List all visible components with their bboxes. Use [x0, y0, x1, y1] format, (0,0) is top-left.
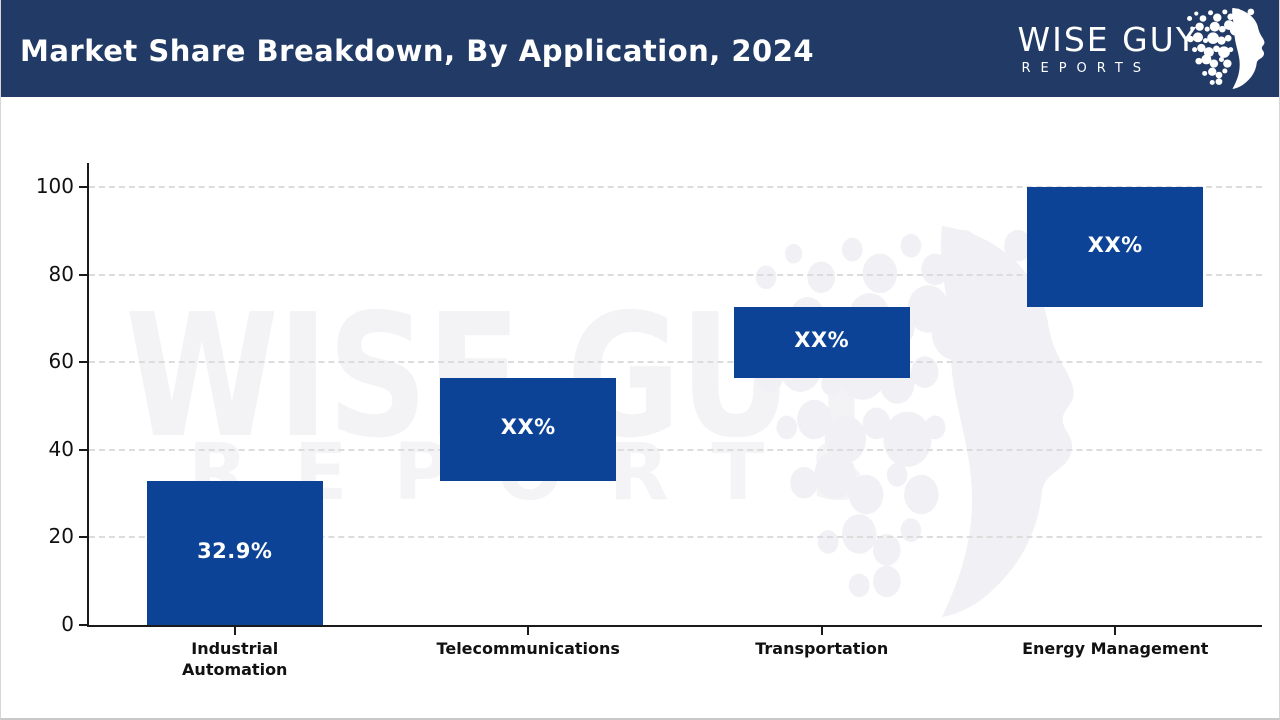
bar-value-label: XX% [500, 415, 556, 440]
x-category-label-1: Industrial Automation [182, 639, 288, 679]
y-tick-label-20: 20 [48, 524, 74, 549]
y-tick-label-60: 60 [48, 349, 74, 374]
brand-logo: WISE GUY REPORTS [1017, 6, 1266, 92]
x-tick-mark-3 [820, 627, 823, 635]
bar-1: 32.9% [146, 480, 323, 625]
logo-text-wiseguy: WISE GUY [1017, 20, 1198, 59]
y-tick-mark-100 [79, 186, 87, 188]
x-category-label-4: Energy Management [1022, 639, 1209, 658]
y-tick-label-0: 0 [61, 612, 74, 636]
header-bar: Market Share Breakdown, By Application, … [0, 0, 1280, 97]
bar-value-label: XX% [1087, 233, 1143, 258]
bar-value-label: XX% [794, 328, 850, 353]
page-title: Market Share Breakdown, By Application, … [20, 34, 815, 68]
y-tick-label-40: 40 [48, 436, 74, 461]
logo-wordmark: WISE GUY REPORTS [1017, 20, 1198, 77]
gridline-y-100 [89, 186, 1262, 188]
y-tick-mark-60 [79, 361, 87, 364]
y-tick-mark-80 [79, 273, 87, 276]
y-axis-line [87, 163, 89, 627]
y-tick-label-100: 100 [35, 174, 74, 198]
logo-dotted-face-icon [1187, 7, 1265, 89]
x-tick-mark-2 [527, 627, 530, 635]
y-tick-mark-20 [79, 536, 87, 539]
y-tick-mark-0 [79, 624, 87, 626]
x-category-label-2: Telecommunications [436, 639, 620, 658]
bar-2: XX% [440, 377, 617, 481]
y-tick-mark-40 [79, 448, 87, 451]
bar-3: XX% [733, 307, 910, 378]
x-tick-mark-4 [1114, 627, 1117, 635]
bar-value-label: 32.9% [197, 538, 273, 563]
y-tick-label-80: 80 [48, 261, 74, 286]
gridline-y-40 [89, 448, 1262, 451]
gridline-y-60 [89, 361, 1262, 364]
x-axis-line [87, 625, 1262, 627]
x-tick-mark-1 [233, 627, 236, 635]
logo-text-reports: REPORTS [1021, 61, 1152, 76]
x-category-label-3: Transportation [755, 639, 889, 658]
bar-4: XX% [1027, 187, 1204, 308]
gridline-y-80 [89, 273, 1262, 276]
gridline-y-20 [89, 536, 1262, 539]
